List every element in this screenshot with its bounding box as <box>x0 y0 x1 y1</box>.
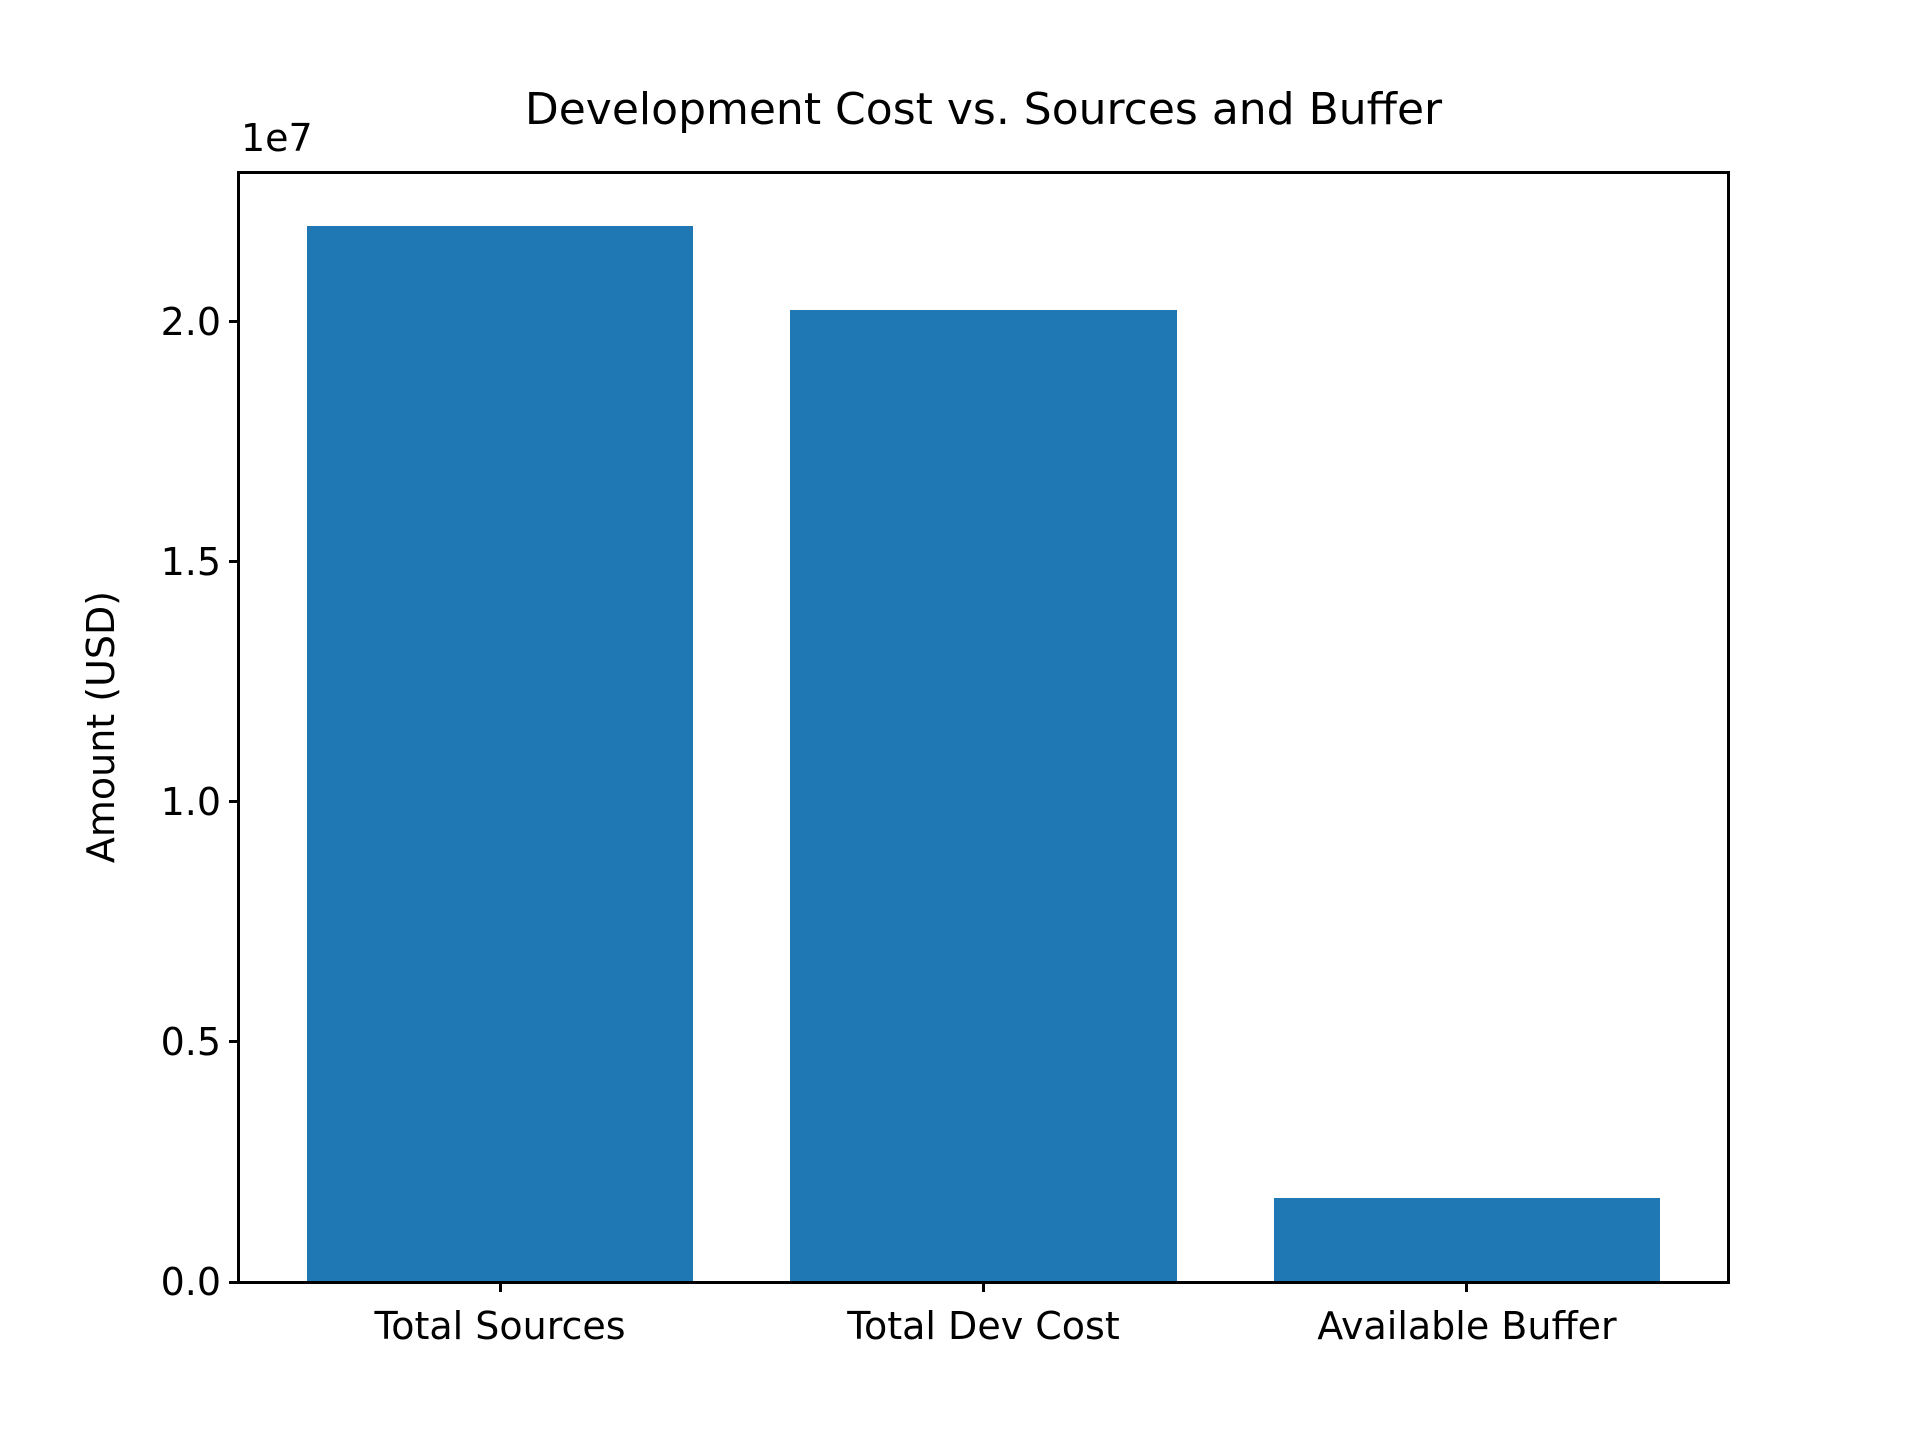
x-tick-mark <box>498 1283 502 1292</box>
y-tick-label: 1.0 <box>160 779 221 824</box>
plot-area <box>239 173 1728 1282</box>
y-tick-mark <box>229 560 238 564</box>
x-tick-mark <box>982 1283 985 1292</box>
x-tick-label: Total Dev Cost <box>847 1304 1120 1348</box>
y-tick-mark <box>229 800 238 804</box>
y-tick-mark <box>229 1040 238 1044</box>
x-tick-label: Total Sources <box>374 1304 626 1348</box>
y-tick-label: 1.5 <box>160 539 221 584</box>
x-tick-mark <box>1465 1283 1469 1292</box>
chart-title: Development Cost vs. Sources and Buffer <box>524 84 1443 135</box>
bar-total-sources <box>306 225 694 1282</box>
y-tick-label: 2.0 <box>160 299 221 344</box>
y-tick-mark <box>229 1280 238 1284</box>
bar-total-dev-cost <box>790 309 1177 1282</box>
y-axis-offset-text: 1e7 <box>241 116 313 160</box>
bar-available-buffer <box>1273 1198 1661 1282</box>
y-tick-label: 0.5 <box>160 1019 221 1064</box>
y-tick-label: 0.0 <box>160 1260 221 1304</box>
y-tick-mark <box>229 320 238 324</box>
x-tick-label: Available Buffer <box>1317 1304 1617 1348</box>
